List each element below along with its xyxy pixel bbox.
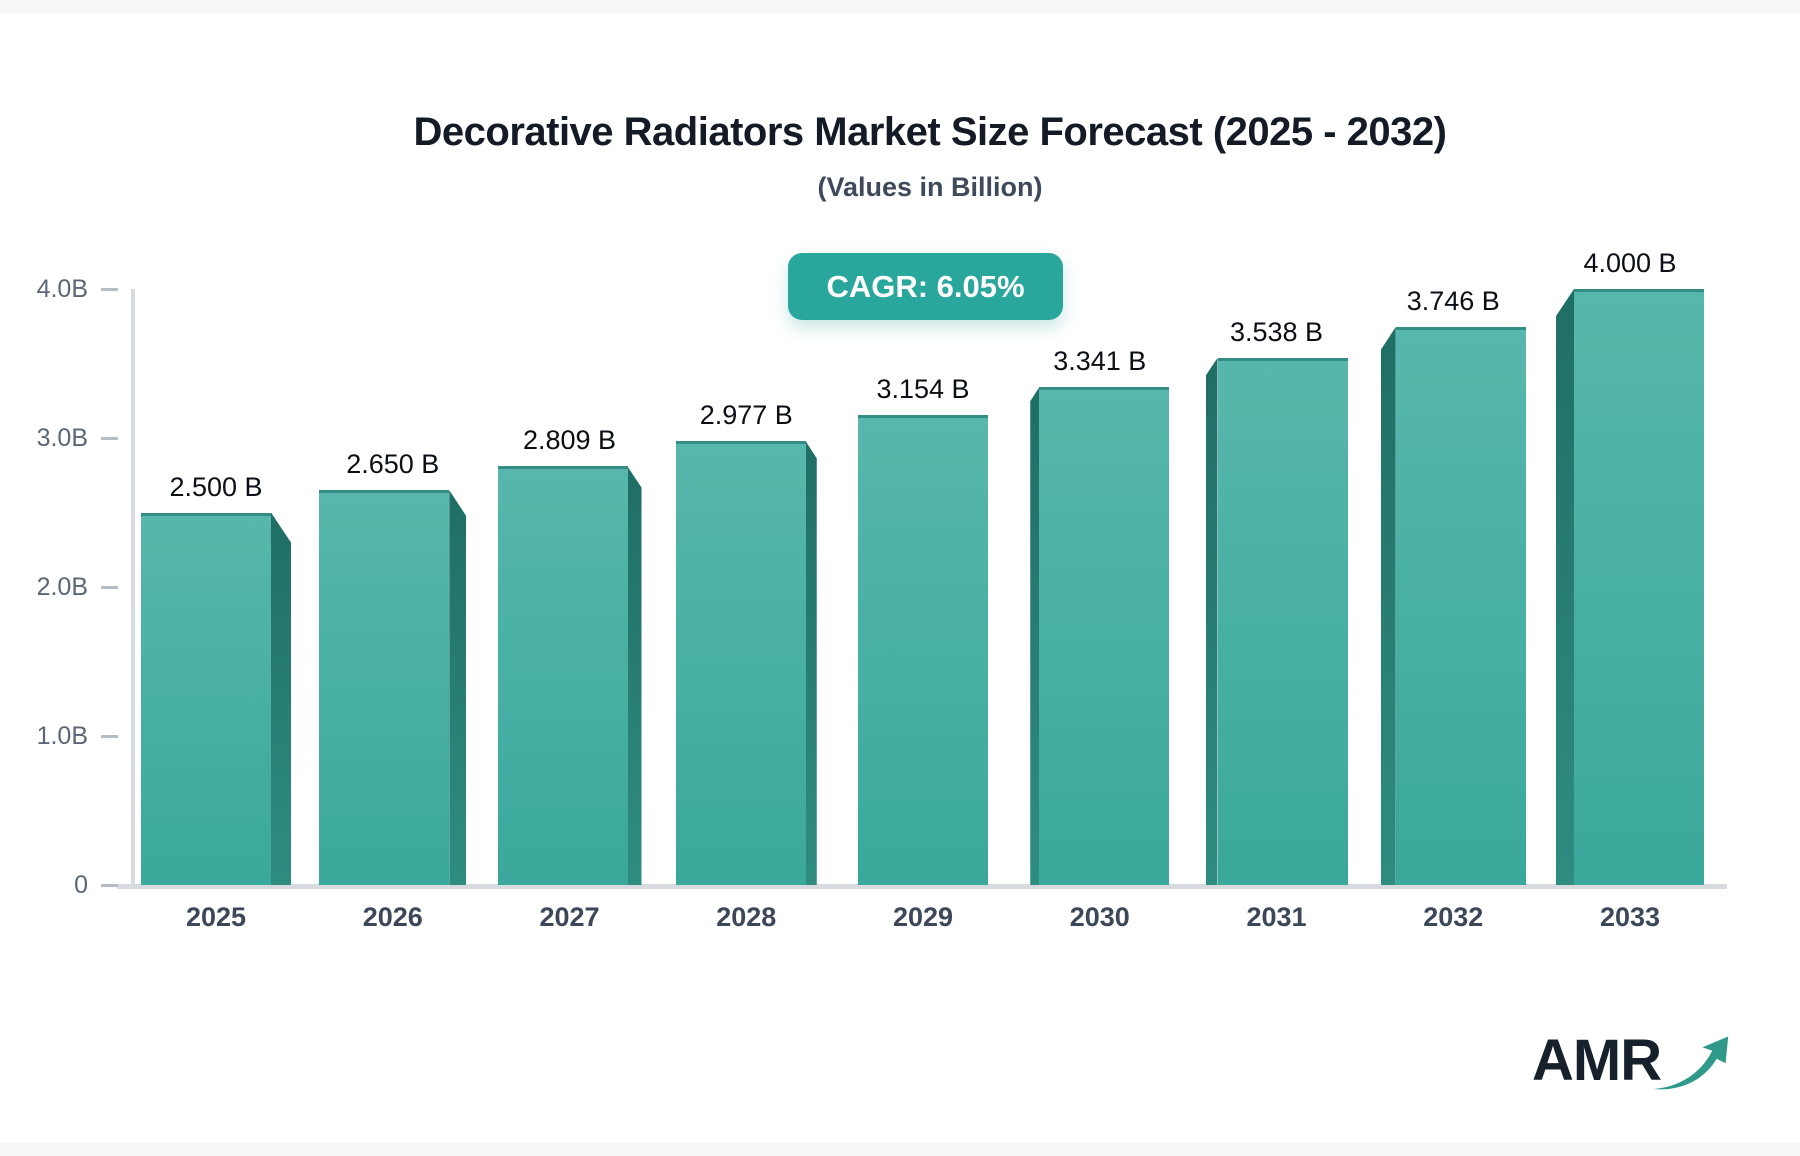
bar-face <box>858 415 988 885</box>
cagr-badge-label: CAGR: 6.05% <box>826 268 1025 304</box>
bar-3d-side <box>1205 357 1218 885</box>
bar-2027 <box>497 466 642 885</box>
growth-arrow-icon <box>1653 1036 1729 1090</box>
y-axis-tick-mark <box>101 436 118 440</box>
bar-2026 <box>319 490 467 885</box>
x-axis-label-2027: 2027 <box>539 902 600 932</box>
page-margin-bottom <box>0 1143 1800 1156</box>
x-axis-label-2031: 2031 <box>1246 902 1307 932</box>
bar-face <box>675 441 806 885</box>
x-axis-label-2025: 2025 <box>185 902 247 932</box>
amr-logo-text: AMR <box>1532 1028 1662 1093</box>
x-axis-label-2026: 2026 <box>362 902 423 932</box>
bar-2028 <box>675 441 817 885</box>
bar-face <box>497 466 628 885</box>
chart-subtitle: (Values in Billion) <box>817 172 1043 202</box>
bar-face <box>1395 326 1526 885</box>
page-title: Decorative Radiators Market Size Forecas… <box>413 110 1448 154</box>
y-axis-tick-mark <box>101 734 118 738</box>
y-axis-label-1.0B: 1.0B <box>36 722 88 750</box>
bar-2031 <box>1205 357 1348 885</box>
bar-value-label: 2.977 B <box>699 400 793 431</box>
bar-3d-side <box>271 512 291 885</box>
bar-2030 <box>1030 387 1170 885</box>
bar-face <box>319 490 450 885</box>
bar-value-label: 2.809 B <box>522 425 617 456</box>
amr-logo: AMR <box>1532 1028 1729 1100</box>
bar-value-label: 2.500 B <box>169 471 263 502</box>
bar-value-label: 3.341 B <box>1053 346 1147 377</box>
bar-face <box>141 512 271 885</box>
bar-face <box>1039 387 1170 885</box>
bar-face <box>1574 289 1704 885</box>
bar-value-label: 4.000 B <box>1583 248 1677 278</box>
y-axis-label-2.0B: 2.0B <box>36 573 88 601</box>
y-axis-label-3.0B: 3.0B <box>36 424 88 452</box>
bar-2029 <box>858 415 988 885</box>
y-axis-label-0: 0 <box>74 871 88 899</box>
page-margin-top <box>0 0 1800 13</box>
bar-3d-side <box>1030 387 1040 885</box>
x-axis-line <box>117 884 1727 889</box>
bar-3d-side <box>1556 289 1574 885</box>
bar-value-label: 3.538 B <box>1229 316 1324 347</box>
cagr-badge: CAGR: 6.05% <box>788 253 1063 320</box>
y-axis-label-4.0B: 4.0B <box>36 275 88 303</box>
bar-value-label: 3.154 B <box>876 374 970 405</box>
x-axis-label-2029: 2029 <box>892 902 954 932</box>
bar-2033 <box>1556 289 1704 885</box>
bar-3d-side <box>627 466 642 885</box>
bar-3d-side <box>1380 326 1396 885</box>
y-axis-tick-mark <box>101 287 118 291</box>
bar-face <box>1217 357 1348 885</box>
y-axis-line <box>131 289 135 887</box>
x-axis-label-2032: 2032 <box>1423 902 1484 932</box>
bar-2025 <box>141 512 291 885</box>
x-axis-label-2030: 2030 <box>1069 902 1130 932</box>
x-axis-label-2028: 2028 <box>716 902 777 932</box>
x-axis-label-2033: 2033 <box>1599 902 1661 932</box>
bar-3d-side <box>449 490 467 885</box>
bar-2032 <box>1380 326 1526 885</box>
y-axis-tick-mark <box>101 585 118 589</box>
y-axis-tick-mark <box>101 883 118 887</box>
bar-value-label: 2.650 B <box>346 449 440 480</box>
bar-value-label: 3.746 B <box>1406 285 1500 316</box>
bar-3d-side <box>805 441 817 885</box>
